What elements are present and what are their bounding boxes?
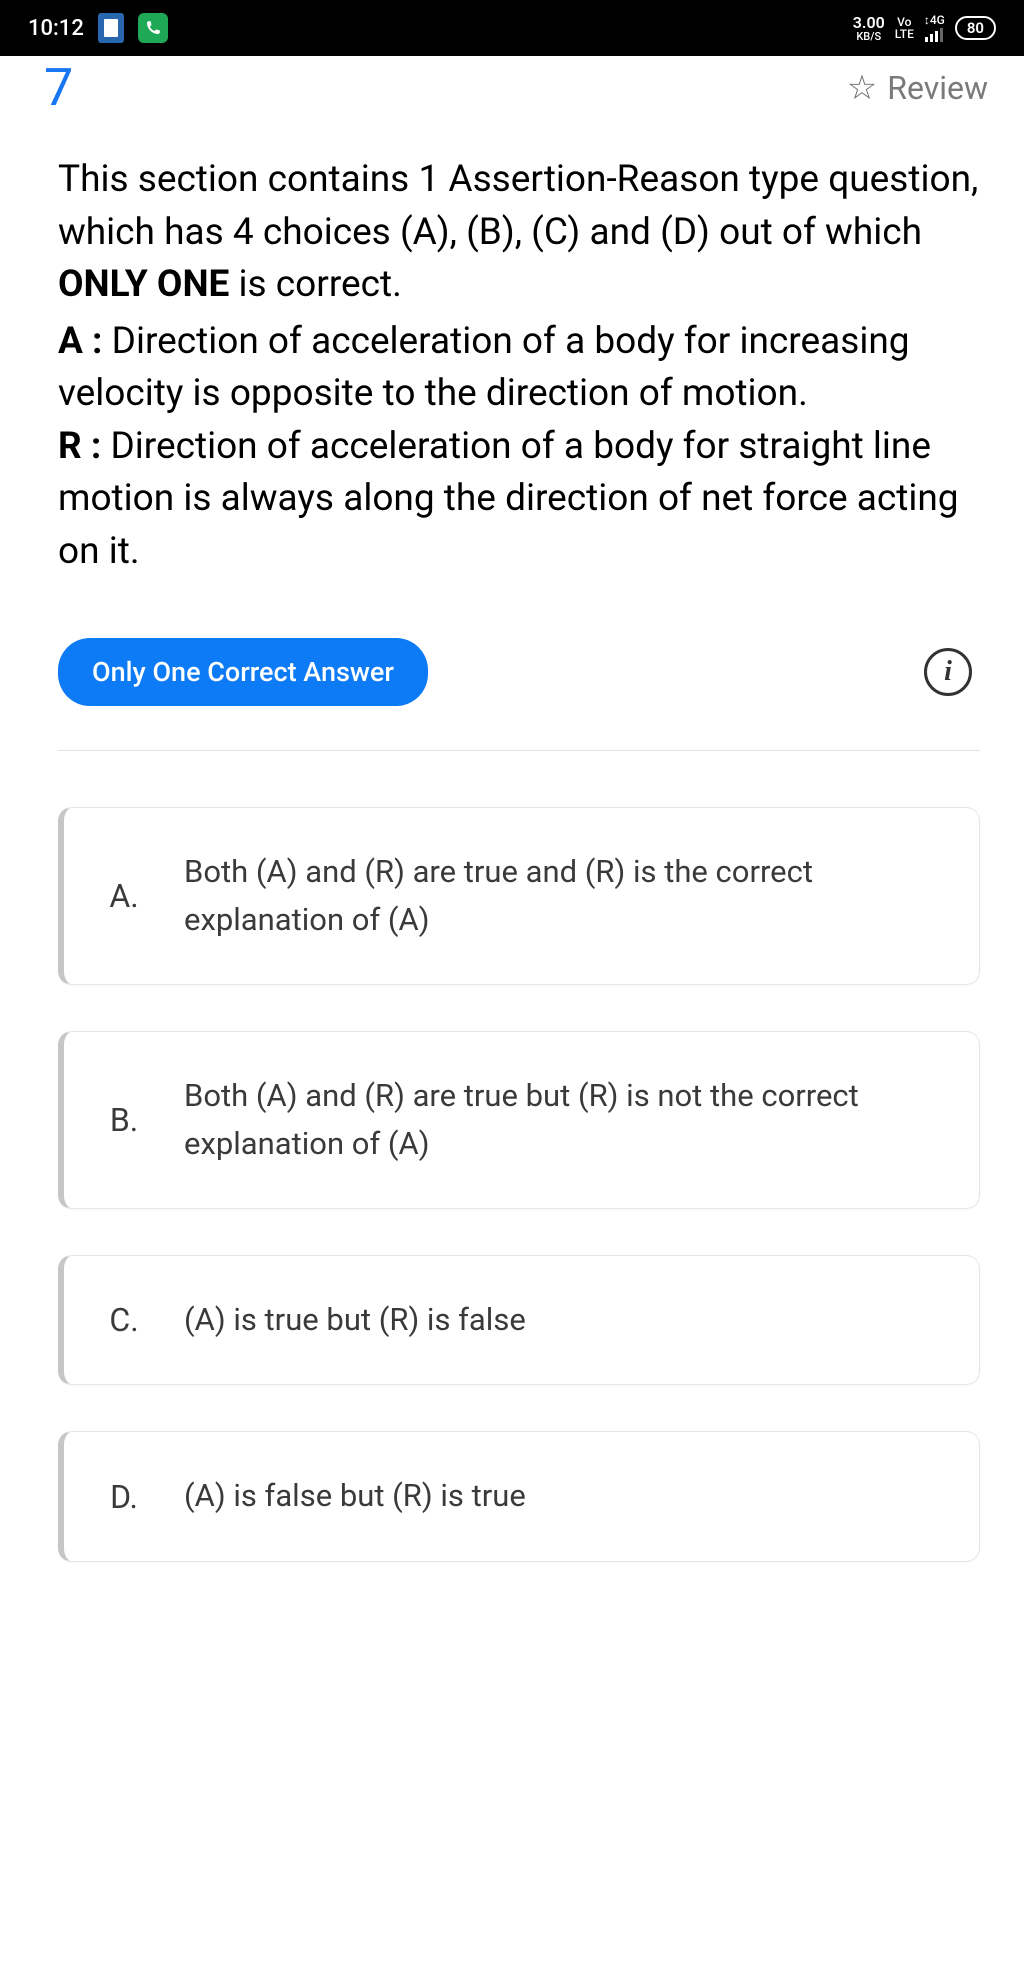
reason-prefix: R : — [58, 425, 101, 468]
document-app-icon — [98, 13, 124, 43]
option-b[interactable]: B. Both (A) and (R) are true but (R) is … — [58, 1031, 980, 1209]
speed-value: 3.00 — [853, 15, 885, 31]
assertion-block: A : Direction of acceleration of a body … — [58, 316, 980, 421]
option-letter: D. — [64, 1478, 184, 1516]
header-row: 7 ☆ Review — [0, 56, 1024, 114]
phone-app-icon — [138, 13, 168, 43]
reason-text: Direction of acceleration of a body for … — [58, 425, 959, 573]
review-label: Review — [887, 69, 988, 107]
signal-bars-icon — [925, 26, 943, 42]
option-d[interactable]: D. (A) is false but (R) is true — [58, 1431, 980, 1561]
battery-level: 80 — [967, 19, 984, 37]
section-intro: This section contains 1 Assertion-Reason… — [58, 154, 980, 312]
option-text: (A) is false but (R) is true — [184, 1472, 943, 1520]
speed-unit: KB/S — [856, 31, 881, 42]
question-content: This section contains 1 Assertion-Reason… — [0, 114, 1024, 1622]
option-a[interactable]: A. Both (A) and (R) are true and (R) is … — [58, 807, 980, 985]
battery-indicator: 80 — [955, 16, 996, 40]
volte-bot: LTE — [895, 28, 914, 40]
divider — [58, 750, 980, 751]
intro-only-one: ONLY ONE — [58, 263, 229, 306]
info-icon[interactable]: i — [924, 648, 972, 696]
status-right: 3.00 KB/S Vo LTE ↕4G 80 — [853, 14, 996, 42]
option-text: Both (A) and (R) are true and (R) is the… — [184, 848, 943, 944]
badge-row: Only One Correct Answer i — [58, 638, 980, 706]
reason-block: R : Direction of acceleration of a body … — [58, 421, 980, 579]
assertion-prefix: A : — [58, 320, 102, 363]
status-left: 10:12 — [28, 13, 168, 43]
option-letter: A. — [64, 877, 184, 915]
option-text: (A) is true but (R) is false — [184, 1296, 943, 1344]
option-text: Both (A) and (R) are true but (R) is not… — [184, 1072, 943, 1168]
volte-indicator: Vo LTE — [895, 16, 914, 40]
question-number: 7 — [44, 62, 73, 114]
answer-type-badge: Only One Correct Answer — [58, 638, 428, 706]
badge-label: Only One Correct Answer — [92, 656, 394, 688]
assertion-text: Direction of acceleration of a body for … — [58, 320, 910, 416]
option-letter: C. — [64, 1301, 184, 1339]
network-speed: 3.00 KB/S — [853, 15, 885, 42]
status-time: 10:12 — [28, 16, 84, 41]
star-icon: ☆ — [847, 68, 877, 108]
review-button[interactable]: ☆ Review — [847, 68, 988, 108]
options-list: A. Both (A) and (R) are true and (R) is … — [58, 807, 980, 1561]
signal-indicator: ↕4G — [924, 14, 945, 42]
option-letter: B. — [64, 1101, 184, 1139]
status-bar: 10:12 3.00 KB/S Vo LTE ↕4G 80 — [0, 0, 1024, 56]
intro-line: This section contains 1 Assertion-Reason… — [58, 158, 978, 254]
network-type: ↕4G — [924, 14, 945, 26]
option-c[interactable]: C. (A) is true but (R) is false — [58, 1255, 980, 1385]
intro-tail: is correct. — [229, 263, 402, 306]
